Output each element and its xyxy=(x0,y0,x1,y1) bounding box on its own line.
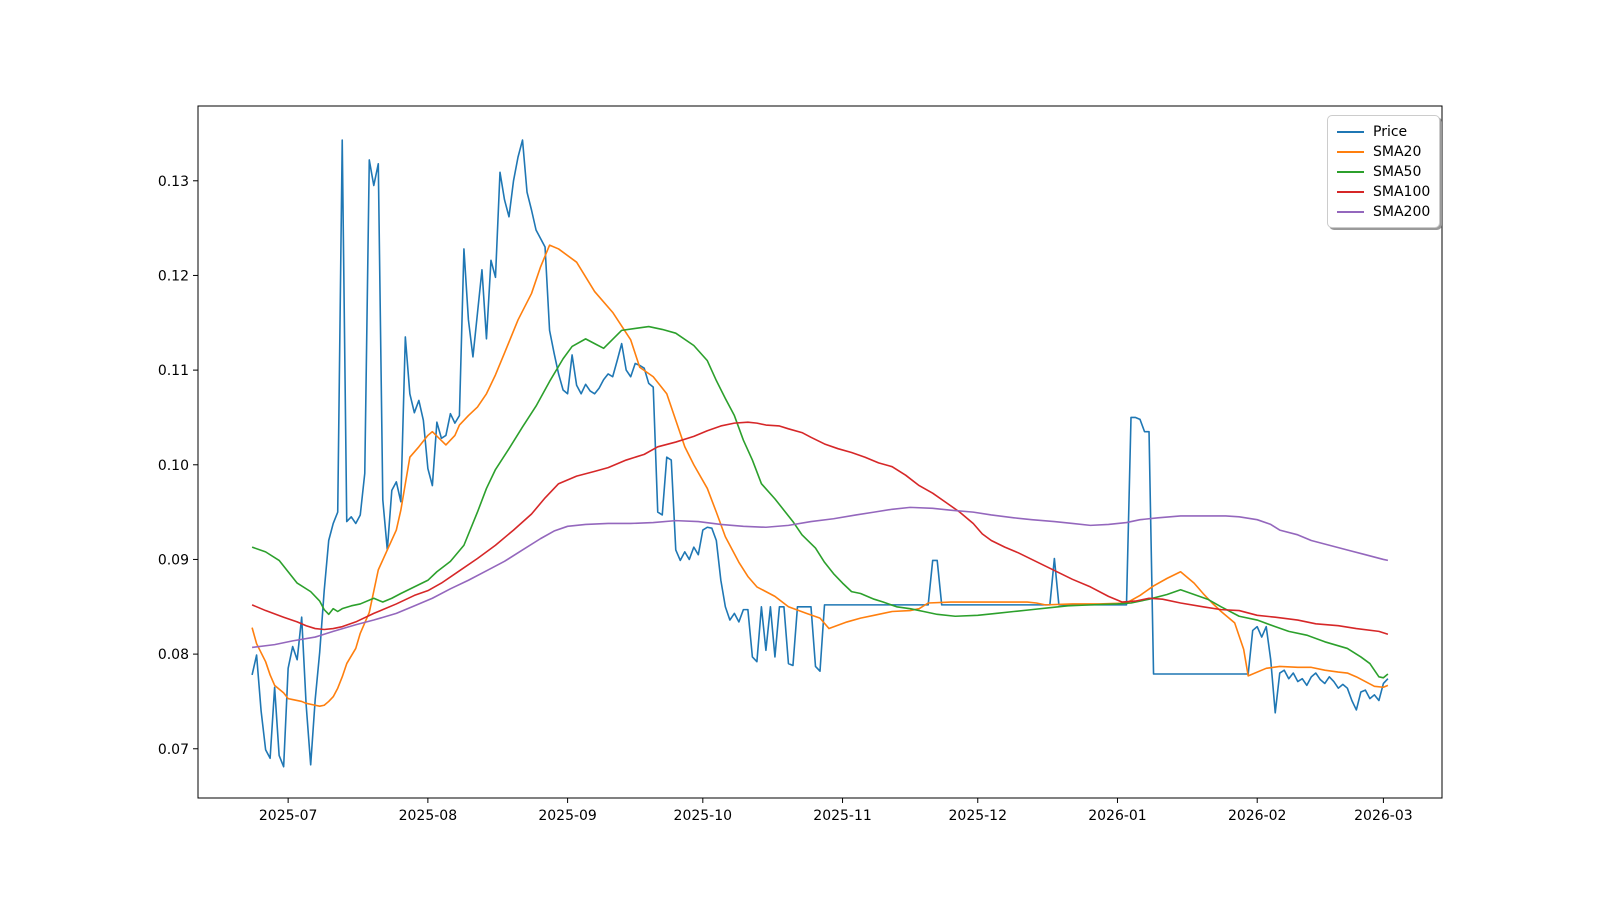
legend: Price SMA20 SMA50 SMA100 SMA200 xyxy=(1327,115,1441,228)
x-tick-label-2026-03: 2026-03 xyxy=(1354,808,1413,824)
x-tick-label-2025-12: 2025-12 xyxy=(949,808,1008,824)
legend-line-sample-price xyxy=(1337,131,1364,133)
sma100-line xyxy=(251,421,1389,635)
legend-line-sample-sma20 xyxy=(1337,151,1364,153)
price-line xyxy=(251,139,1389,768)
legend-label-sma100: SMA100 xyxy=(1373,184,1431,200)
x-tick-label-2025-11: 2025-11 xyxy=(813,808,872,824)
legend-label-sma200: SMA200 xyxy=(1373,204,1431,220)
legend-item-sma20: SMA20 xyxy=(1337,142,1430,162)
x-tick-label-2025-09: 2025-09 xyxy=(538,808,597,824)
legend-label-sma50: SMA50 xyxy=(1373,164,1422,180)
x-tick-label-2026-02: 2026-02 xyxy=(1228,808,1287,824)
legend-item-sma50: SMA50 xyxy=(1337,162,1430,182)
legend-item-sma100: SMA100 xyxy=(1337,182,1430,202)
plot-frame xyxy=(197,105,1443,799)
y-tick-label-0.08: 0.08 xyxy=(158,647,189,663)
y-tick-label-0.11: 0.11 xyxy=(158,363,189,379)
x-tick-label-2026-01: 2026-01 xyxy=(1088,808,1147,824)
x-tick-label-2025-07: 2025-07 xyxy=(259,808,318,824)
legend-line-sample-sma50 xyxy=(1337,171,1364,173)
legend-label-price: Price xyxy=(1373,124,1408,140)
y-tick-label-0.10: 0.10 xyxy=(158,458,189,474)
sma20-line xyxy=(251,244,1389,707)
x-tick-label-2025-10: 2025-10 xyxy=(674,808,733,824)
legend-line-sample-sma100 xyxy=(1337,191,1364,193)
legend-item-sma200: SMA200 xyxy=(1337,202,1430,222)
legend-item-price: Price xyxy=(1337,122,1430,142)
y-tick-label-0.12: 0.12 xyxy=(158,268,189,284)
sma50-line xyxy=(251,325,1389,679)
sma200-line xyxy=(251,506,1389,649)
y-tick-label-0.07: 0.07 xyxy=(158,742,189,758)
y-tick-label-0.09: 0.09 xyxy=(158,552,189,568)
x-tick-label-2025-08: 2025-08 xyxy=(399,808,458,824)
legend-line-sample-sma200 xyxy=(1337,211,1364,213)
legend-label-sma20: SMA20 xyxy=(1373,144,1422,160)
y-tick-label-0.13: 0.13 xyxy=(158,174,189,190)
